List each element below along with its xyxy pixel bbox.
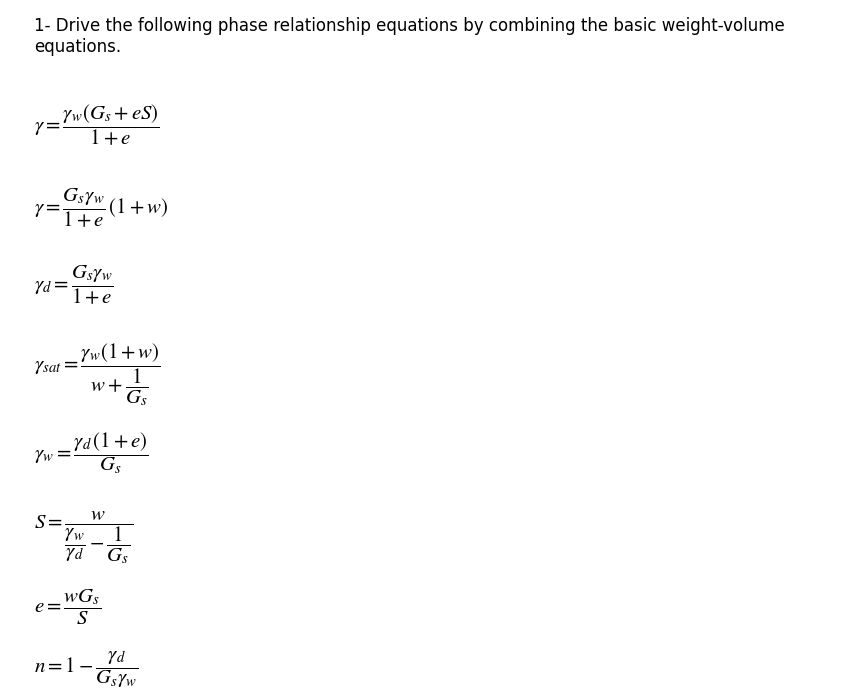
Text: $n = 1 - \dfrac{\gamma_d}{G_s\gamma_w}$: $n = 1 - \dfrac{\gamma_d}{G_s\gamma_w}$ [34,649,138,690]
Text: $\gamma_w = \dfrac{\gamma_d\,(1 + e)}{G_s}$: $\gamma_w = \dfrac{\gamma_d\,(1 + e)}{G_… [34,432,148,476]
Text: $\gamma = \dfrac{\gamma_w(G_s + eS)}{1 + e}$: $\gamma = \dfrac{\gamma_w(G_s + eS)}{1 +… [34,103,159,148]
Text: $\gamma_{sat} = \dfrac{\gamma_w(1 + w)}{w + \dfrac{1}{G_s}}$: $\gamma_{sat} = \dfrac{\gamma_w(1 + w)}{… [34,341,160,408]
Text: $\gamma_d = \dfrac{G_s\gamma_w}{1 + e}$: $\gamma_d = \dfrac{G_s\gamma_w}{1 + e}$ [34,264,114,307]
Text: $\gamma = \dfrac{G_s\gamma_w}{1 + e}\,(1 + w)$: $\gamma = \dfrac{G_s\gamma_w}{1 + e}\,(1… [34,187,168,230]
Text: 1- Drive the following phase relationship equations by combining the basic weigh: 1- Drive the following phase relationshi… [34,17,785,56]
Text: $e = \dfrac{wG_s}{S}$: $e = \dfrac{wG_s}{S}$ [34,587,101,626]
Text: $S = \dfrac{w}{\dfrac{\gamma_w}{\gamma_d} - \dfrac{1}{G_s}}$: $S = \dfrac{w}{\dfrac{\gamma_w}{\gamma_d… [34,509,133,566]
